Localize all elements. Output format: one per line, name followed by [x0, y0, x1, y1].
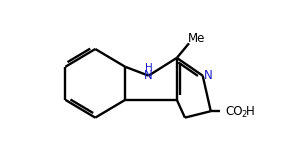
Text: H: H: [145, 63, 152, 73]
Text: 2: 2: [241, 110, 246, 119]
Text: H: H: [246, 104, 255, 117]
Text: CO: CO: [225, 104, 243, 117]
Text: Me: Me: [187, 32, 205, 45]
Text: N: N: [144, 69, 153, 82]
Text: N: N: [204, 68, 213, 82]
